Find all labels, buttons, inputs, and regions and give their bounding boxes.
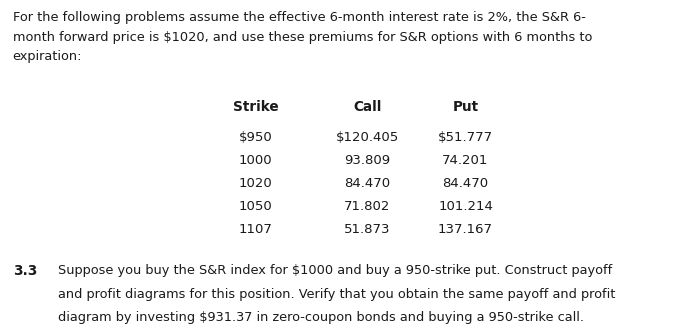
Text: 3.3: 3.3 bbox=[13, 264, 37, 278]
Text: 137.167: 137.167 bbox=[438, 223, 493, 236]
Text: 51.873: 51.873 bbox=[344, 223, 391, 236]
Text: 1000: 1000 bbox=[239, 154, 272, 167]
Text: $950: $950 bbox=[239, 131, 272, 144]
Text: 93.809: 93.809 bbox=[344, 154, 391, 167]
Text: Suppose you buy the S&R index for $1000 and buy a 950-strike put. Construct payo: Suppose you buy the S&R index for $1000 … bbox=[58, 264, 612, 277]
Text: Strike: Strike bbox=[232, 100, 279, 114]
Text: and profit diagrams for this position. Verify that you obtain the same payoff an: and profit diagrams for this position. V… bbox=[58, 288, 615, 301]
Text: Call: Call bbox=[354, 100, 382, 114]
Text: 84.470: 84.470 bbox=[442, 177, 489, 190]
Text: month forward price is $1020, and use these premiums for S&R options with 6 mont: month forward price is $1020, and use th… bbox=[13, 31, 592, 44]
Text: $51.777: $51.777 bbox=[438, 131, 493, 144]
Text: For the following problems assume the effective 6-month interest rate is 2%, the: For the following problems assume the ef… bbox=[13, 11, 585, 25]
Text: 1050: 1050 bbox=[239, 200, 272, 213]
Text: Put: Put bbox=[452, 100, 479, 114]
Text: 1020: 1020 bbox=[239, 177, 272, 190]
Text: 101.214: 101.214 bbox=[438, 200, 493, 213]
Text: diagram by investing $931.37 in zero-coupon bonds and buying a 950-strike call.: diagram by investing $931.37 in zero-cou… bbox=[58, 311, 584, 324]
Text: 84.470: 84.470 bbox=[344, 177, 391, 190]
Text: 1107: 1107 bbox=[239, 223, 272, 236]
Text: expiration:: expiration: bbox=[13, 50, 82, 63]
Text: 74.201: 74.201 bbox=[442, 154, 489, 167]
Text: 71.802: 71.802 bbox=[344, 200, 391, 213]
Text: $120.405: $120.405 bbox=[336, 131, 399, 144]
